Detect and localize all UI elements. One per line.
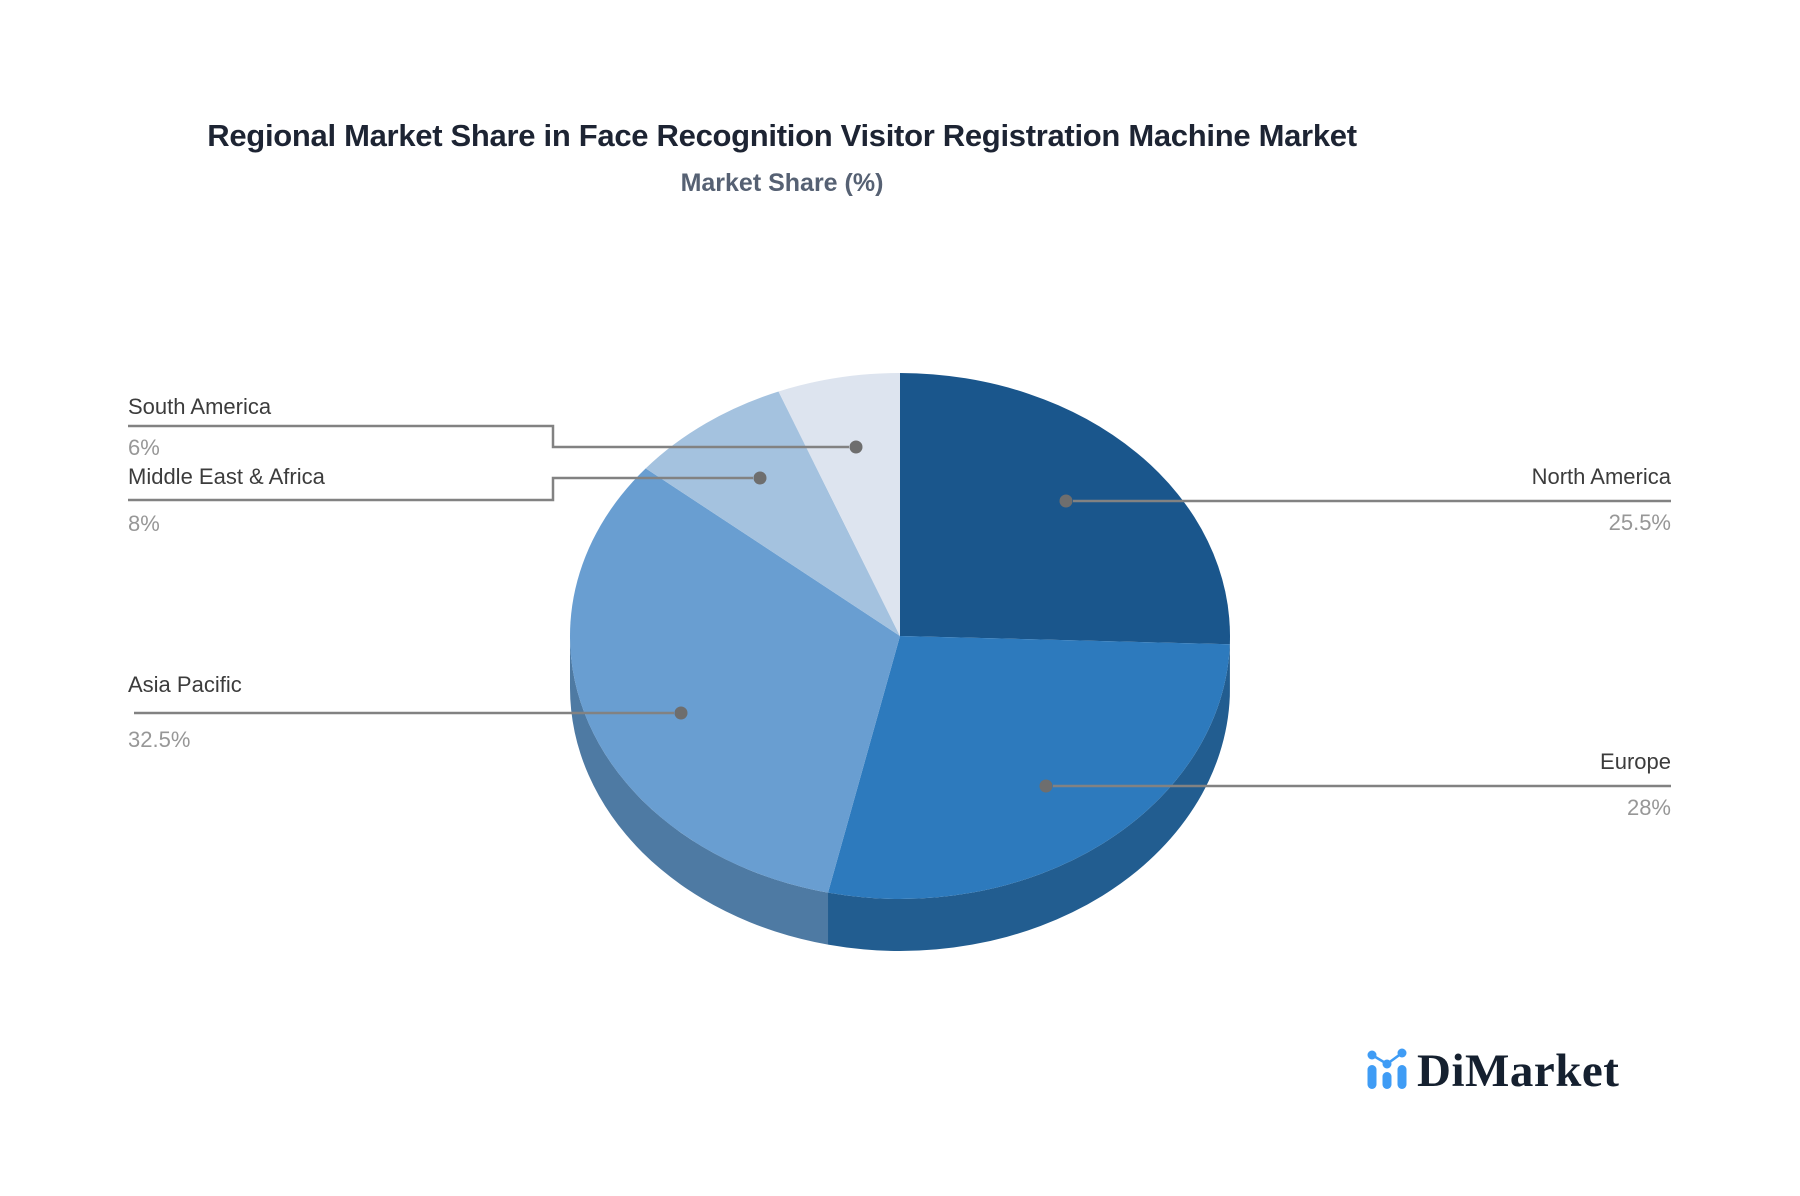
callout-label-middle-east-africa: Middle East & Africa 8% <box>128 464 325 537</box>
slice-percent: 32.5% <box>128 727 191 752</box>
pie-slice-asia-pacific[interactable] <box>569 468 900 893</box>
pie-slice-side-asia-pacific <box>570 636 829 945</box>
callout-label-north-america: North America 25.5% <box>1532 464 1671 536</box>
slice-percent: 28% <box>1626 795 1671 820</box>
callout-dot-north-america <box>1059 494 1073 508</box>
pie-slice-side-europe <box>828 644 1230 952</box>
slice-name: Middle East & Africa <box>128 464 325 489</box>
slice-name: Europe <box>1600 749 1671 774</box>
pie-slice-north-america[interactable] <box>900 373 1231 645</box>
callout-dot-europe <box>1039 779 1053 793</box>
bar-line-chart-icon <box>1367 1048 1407 1089</box>
slice-name: North America <box>1531 464 1671 489</box>
callout-line-south-america <box>128 424 849 449</box>
logo-text: DiMarket <box>1417 1045 1620 1097</box>
chart-title: Regional Market Share in Face Recognitio… <box>207 118 1357 153</box>
callout-label-asia-pacific: Asia Pacific 32.5% <box>128 672 242 753</box>
callout-dot-middle-east-africa <box>753 471 767 485</box>
slice-percent: 8% <box>128 511 160 536</box>
pie-slice-middle-east-africa[interactable] <box>645 391 900 636</box>
pie-slice-europe[interactable] <box>828 636 1230 900</box>
pie-slice-south-america[interactable] <box>778 373 900 636</box>
slice-name: Asia Pacific <box>128 672 242 697</box>
slice-name: South America <box>128 394 272 419</box>
callout-line-middle-east-africa <box>128 476 753 502</box>
callout-dot-south-america <box>849 440 863 454</box>
callout-label-europe: Europe 28% <box>1600 749 1671 821</box>
callout-label-south-america: South America 6% <box>128 394 271 461</box>
slice-percent: 25.5% <box>1608 510 1671 535</box>
chart-subtitle: Market Share (%) <box>680 169 884 197</box>
callout-dot-asia-pacific <box>674 706 688 720</box>
slice-percent: 6% <box>128 435 160 460</box>
